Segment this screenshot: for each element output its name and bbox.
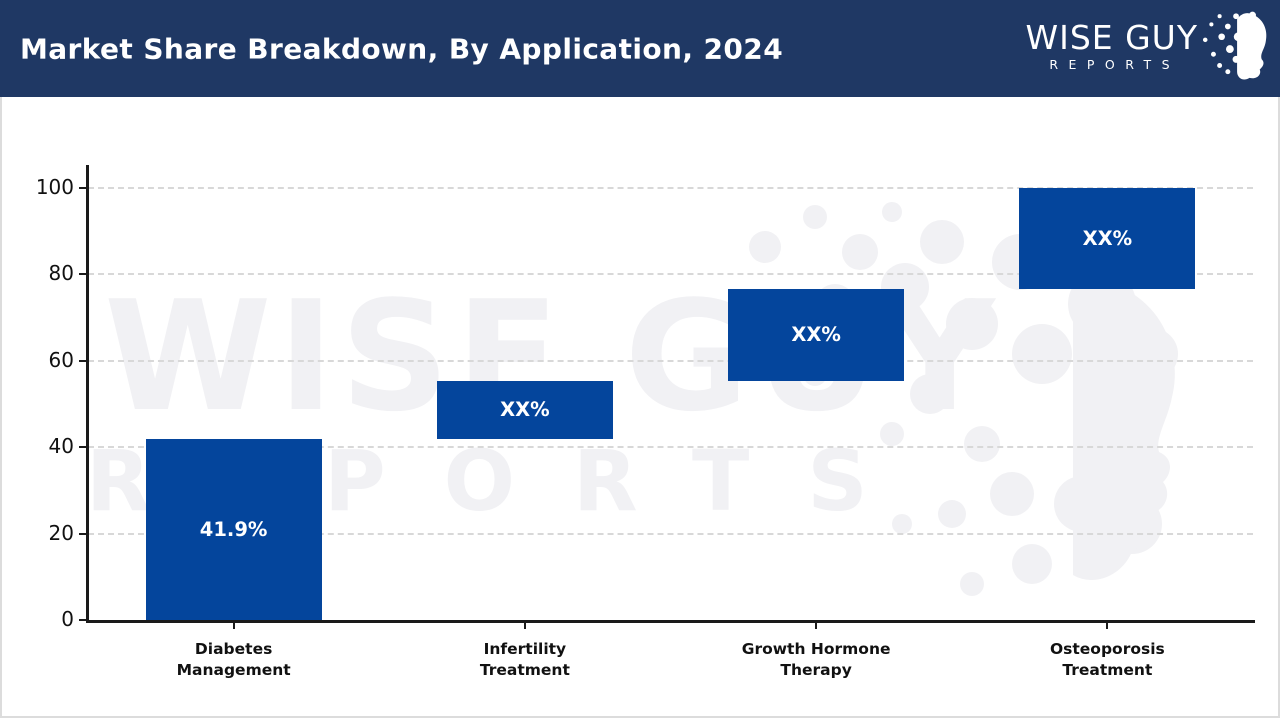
bar-value-label-2: XX%	[500, 398, 550, 422]
page-title: Market Share Breakdown, By Application, …	[20, 32, 784, 65]
y-tickmark-80	[79, 273, 87, 276]
x-tickmark-1	[232, 622, 235, 629]
y-tickmark-60	[79, 359, 87, 362]
x-category-label-line: Therapy	[780, 661, 852, 679]
x-category-label-line: Diabetes	[194, 640, 273, 658]
wiseguy-logo: WISE GUY REPORTS	[1025, 9, 1268, 83]
x-category-label-line: Management	[176, 661, 291, 679]
x-category-label-line: Osteoporosis	[1049, 640, 1165, 658]
header-bar: Market Share Breakdown, By Application, …	[0, 0, 1280, 97]
bar-2: XX%	[436, 380, 613, 439]
y-tick-label-80: 80	[48, 261, 74, 286]
x-category-label-1: Diabetes Management	[94, 639, 374, 681]
logo-text: WISE GUY REPORTS	[1025, 18, 1198, 73]
x-category-label-line: Treatment	[1062, 661, 1153, 679]
frame-right	[1278, 97, 1280, 718]
y-tick-label-60: 60	[48, 347, 74, 372]
y-tick-label-0: 0	[61, 607, 74, 631]
bar-value-label-1: 41.9%	[199, 517, 268, 541]
logo-name: WISE GUY	[1025, 18, 1198, 57]
logo-subtitle: REPORTS	[1049, 57, 1181, 72]
y-tick-label-100: 100	[35, 175, 74, 199]
y-tickmark-40	[79, 446, 87, 449]
bar-value-label-4: XX%	[1082, 227, 1133, 251]
x-tickmark-4	[1106, 622, 1109, 629]
y-tickmark-0	[79, 619, 87, 621]
x-axis-line	[86, 620, 1255, 623]
x-tickmark-2	[523, 622, 526, 629]
x-category-label-line: Treatment	[479, 661, 570, 679]
gridline-y100	[88, 187, 1253, 189]
x-category-label-3: Growth Hormone Therapy	[676, 639, 956, 681]
x-category-label-2: Infertility Treatment	[385, 639, 665, 681]
gridline-y20	[88, 532, 1253, 535]
bar-4: XX%	[1019, 188, 1196, 290]
y-tickmark-20	[79, 532, 87, 535]
y-tick-label-20: 20	[48, 520, 74, 545]
y-tick-label-40: 40	[48, 434, 74, 459]
gridline-y60	[88, 359, 1253, 362]
gridline-y40	[88, 446, 1253, 449]
bar-1: 41.9%	[145, 438, 322, 620]
bar-3: XX%	[728, 289, 905, 381]
y-tickmark-100	[79, 187, 87, 189]
frame-bottom	[0, 716, 1280, 718]
y-axis-line	[86, 165, 89, 622]
x-category-label-line: Growth Hormone	[741, 640, 891, 658]
x-category-label-line: Infertility	[483, 640, 567, 658]
x-tickmark-3	[815, 622, 818, 629]
frame-left	[0, 97, 2, 718]
x-category-label-4: Osteoporosis Treatment	[967, 639, 1247, 681]
gridline-y80	[88, 273, 1253, 276]
bar-value-label-3: XX%	[791, 323, 841, 347]
logo-face-icon	[1202, 11, 1267, 80]
